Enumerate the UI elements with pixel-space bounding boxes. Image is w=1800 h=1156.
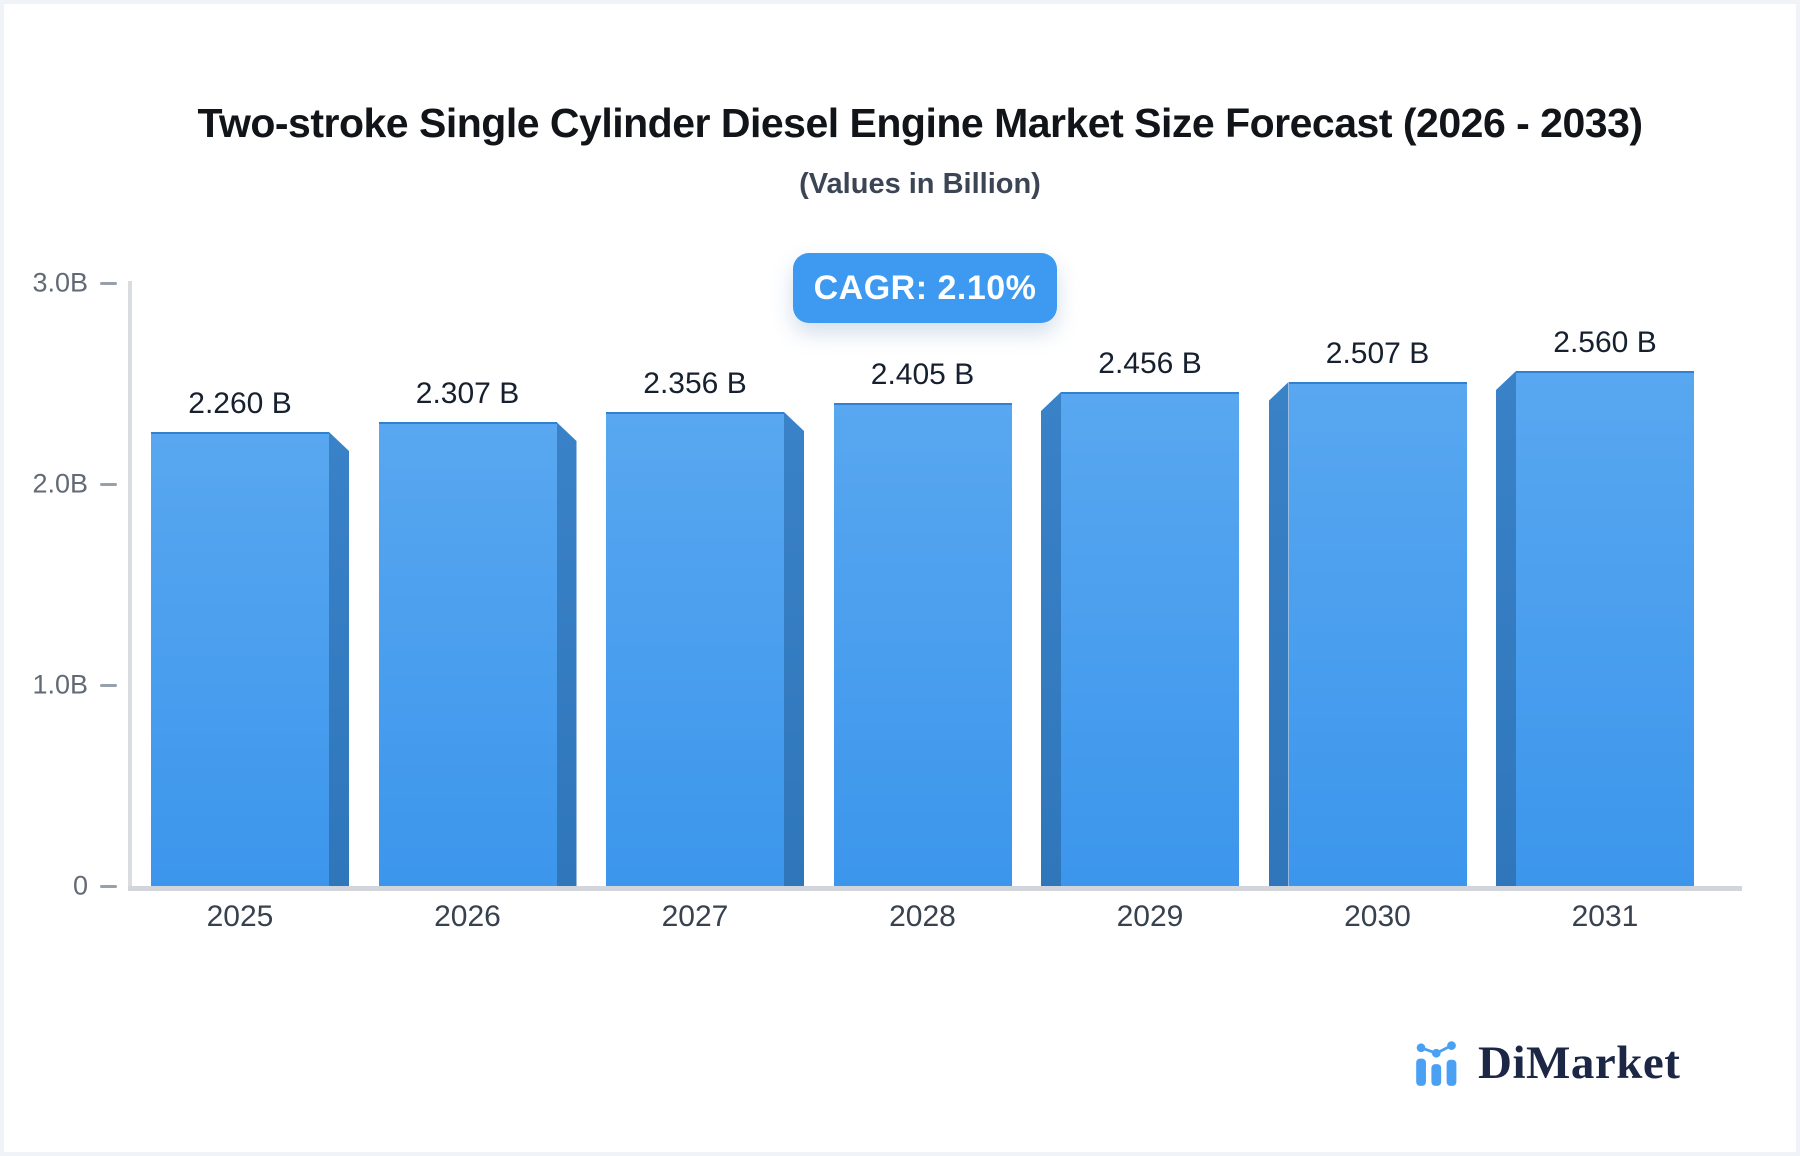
bar-face (833, 403, 1012, 886)
y-tick-dash (100, 281, 117, 285)
bar-side-panel (329, 432, 349, 886)
x-axis-category-label: 2030 (1344, 900, 1411, 933)
bar-face (1061, 392, 1239, 886)
chart-subtitle: (Values in Billion) (799, 168, 1041, 200)
x-axis-category-label: 2029 (1116, 900, 1184, 933)
brand-name: DiMarket (1478, 1037, 1681, 1089)
bar-face (1516, 371, 1694, 886)
x-axis-category-label: 2026 (434, 900, 501, 933)
y-tick-label: 2.0B (32, 468, 88, 499)
y-tick-label: 1.0B (32, 669, 88, 700)
bar-face (606, 412, 784, 886)
bar-side-panel (1268, 382, 1289, 886)
cagr-badge-label: CAGR: 2.10% (813, 268, 1037, 307)
x-axis-category-label: 2025 (206, 900, 274, 933)
y-tick-label: 0 (72, 870, 88, 901)
bar-value-label: 2.560 B (1553, 326, 1657, 359)
bar-side-panel (556, 422, 577, 886)
bar-value-label: 2.260 B (188, 387, 292, 420)
bar-value-label: 2.507 B (1325, 337, 1430, 370)
x-axis-category-label: 2027 (661, 900, 729, 933)
bar-value-label: 2.307 B (415, 377, 520, 410)
bar-side-panel (1496, 371, 1516, 886)
y-tick-dash (100, 884, 117, 888)
bar-value-label: 2.356 B (643, 367, 747, 400)
x-axis-baseline (128, 886, 1742, 891)
bar-face (1288, 382, 1467, 886)
chart-title: Two-stroke Single Cylinder Diesel Engine… (197, 100, 1643, 146)
y-tick-dash (100, 482, 117, 486)
y-tick-dash (100, 683, 117, 687)
bar-side-panel (1041, 392, 1061, 886)
bar-face (378, 422, 557, 886)
bar-face (151, 432, 329, 886)
mini-bar-chart-logo-icon (1416, 1041, 1457, 1086)
x-axis-category-label: 2031 (1571, 900, 1639, 933)
y-axis-line (128, 281, 132, 890)
x-axis-category-label: 2028 (889, 900, 956, 933)
y-tick-label: 3.0B (32, 267, 88, 298)
brand-logo: DiMarket (1414, 1036, 1680, 1090)
cagr-badge: CAGR: 2.10% (793, 253, 1057, 323)
bar-value-label: 2.456 B (1098, 347, 1202, 380)
bar-value-label: 2.405 B (870, 358, 975, 391)
bar-side-panel (784, 412, 804, 886)
